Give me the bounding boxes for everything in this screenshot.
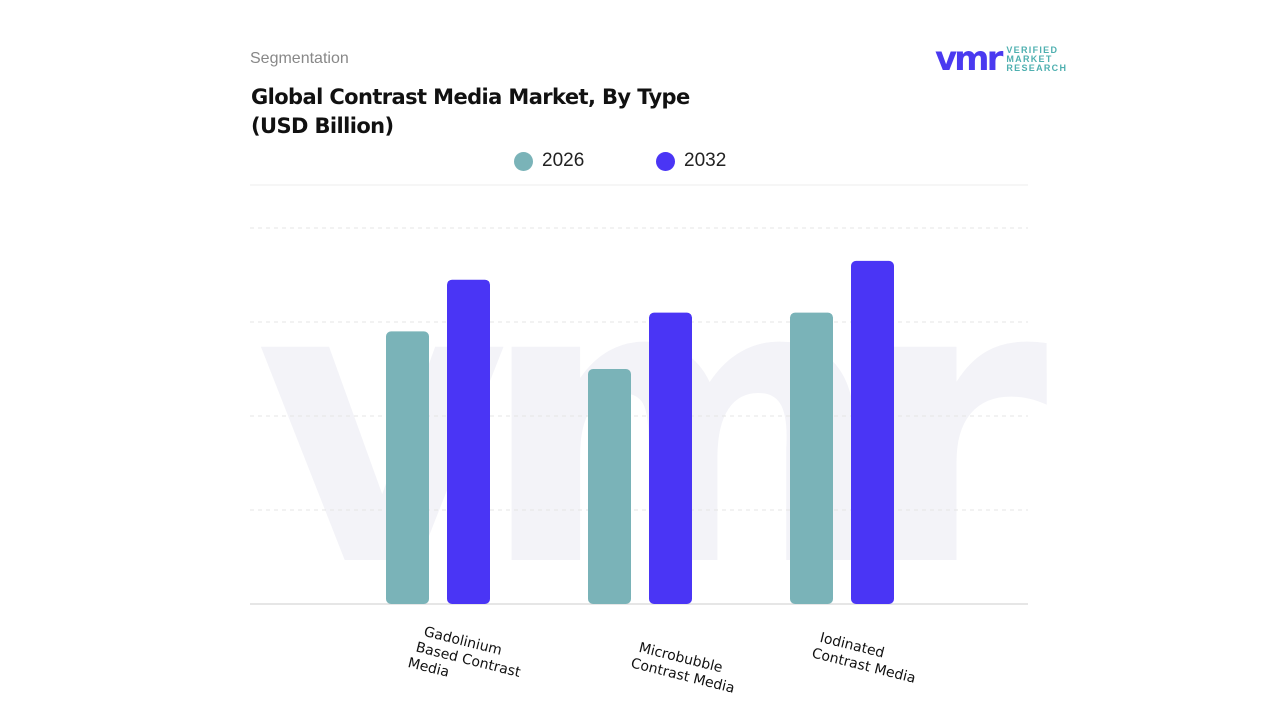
logo-line: VERIFIED bbox=[1006, 44, 1059, 55]
bar-2026-2 bbox=[790, 312, 833, 604]
vmr-logo: vmr VERIFIED MARKET RESEARCH bbox=[935, 39, 1068, 79]
title-line-1: Global Contrast Media Market, By Type bbox=[251, 85, 690, 109]
bar-2026-0 bbox=[386, 331, 429, 604]
legend-item-2032: 2032 bbox=[656, 150, 726, 172]
title-line-2: (USD Billion) bbox=[251, 114, 394, 138]
logo-line: RESEARCH bbox=[1006, 62, 1068, 73]
bar-2032-1 bbox=[649, 312, 692, 604]
section-label: Segmentation bbox=[250, 50, 349, 67]
chart-title: Global Contrast Media Market, By Type (U… bbox=[251, 83, 690, 141]
bar-2032-0 bbox=[447, 279, 490, 604]
bar-2032-2 bbox=[851, 260, 894, 604]
logo-line: MARKET bbox=[1006, 53, 1053, 64]
legend-label: 2032 bbox=[684, 150, 727, 171]
legend-swatch bbox=[656, 151, 675, 171]
legend-item-2026: 2026 bbox=[514, 150, 584, 172]
logo-mark: vmr bbox=[935, 39, 1003, 79]
logo-text: VERIFIED MARKET RESEARCH bbox=[1006, 44, 1068, 73]
legend-label: 2026 bbox=[542, 150, 585, 171]
legend-swatch bbox=[514, 151, 533, 171]
bar-2026-1 bbox=[588, 369, 631, 604]
